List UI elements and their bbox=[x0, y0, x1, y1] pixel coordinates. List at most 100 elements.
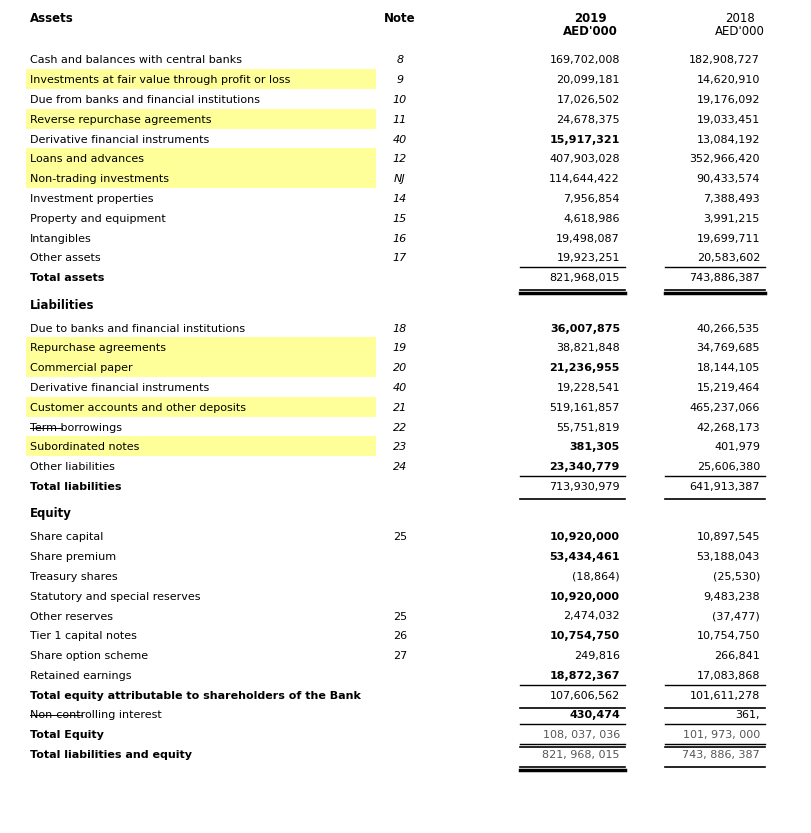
Text: Intangibles: Intangibles bbox=[30, 233, 92, 243]
Bar bbox=[26, 69, 376, 89]
Text: 9: 9 bbox=[397, 75, 404, 85]
Text: 15,917,321: 15,917,321 bbox=[550, 134, 620, 144]
Text: 17,026,502: 17,026,502 bbox=[556, 95, 620, 105]
Text: 18: 18 bbox=[393, 323, 407, 333]
Text: Share premium: Share premium bbox=[30, 552, 116, 562]
Text: Assets: Assets bbox=[30, 12, 74, 24]
Text: (25,530): (25,530) bbox=[713, 572, 760, 582]
Text: 18,872,367: 18,872,367 bbox=[550, 671, 620, 681]
Text: 10,754,750: 10,754,750 bbox=[697, 631, 760, 641]
Text: 10,754,750: 10,754,750 bbox=[550, 631, 620, 641]
Bar bbox=[26, 148, 376, 168]
Text: 38,821,848: 38,821,848 bbox=[556, 343, 620, 353]
Text: 25: 25 bbox=[393, 532, 407, 542]
Text: 108, 037, 036: 108, 037, 036 bbox=[543, 731, 620, 741]
Text: 641,913,387: 641,913,387 bbox=[689, 482, 760, 492]
Text: NJ: NJ bbox=[394, 174, 406, 184]
Text: Reverse repurchase agreements: Reverse repurchase agreements bbox=[30, 115, 212, 125]
Text: 24,678,375: 24,678,375 bbox=[556, 115, 620, 125]
Text: Derivative financial instruments: Derivative financial instruments bbox=[30, 383, 209, 393]
Text: (37,477): (37,477) bbox=[712, 611, 760, 621]
Text: 249,816: 249,816 bbox=[574, 651, 620, 661]
Text: 19,176,092: 19,176,092 bbox=[697, 95, 760, 105]
Text: 22: 22 bbox=[393, 422, 407, 432]
Text: 90,433,574: 90,433,574 bbox=[697, 174, 760, 184]
Text: 11: 11 bbox=[393, 115, 407, 125]
Text: 401,979: 401,979 bbox=[714, 442, 760, 452]
Text: 519,161,857: 519,161,857 bbox=[550, 402, 620, 412]
Text: 713,930,979: 713,930,979 bbox=[549, 482, 620, 492]
Text: 12: 12 bbox=[393, 154, 407, 164]
Text: 8: 8 bbox=[397, 55, 404, 65]
Text: Customer accounts and other deposits: Customer accounts and other deposits bbox=[30, 402, 246, 412]
Text: 266,841: 266,841 bbox=[714, 651, 760, 661]
Text: 17,083,868: 17,083,868 bbox=[697, 671, 760, 681]
Text: 19,228,541: 19,228,541 bbox=[556, 383, 620, 393]
Text: Due to banks and financial institutions: Due to banks and financial institutions bbox=[30, 323, 245, 333]
Text: 14,620,910: 14,620,910 bbox=[697, 75, 760, 85]
Text: Total liabilities and equity: Total liabilities and equity bbox=[30, 750, 192, 760]
Text: 15: 15 bbox=[393, 214, 407, 224]
Text: Non-controlling interest: Non-controlling interest bbox=[30, 711, 161, 721]
Text: Other assets: Other assets bbox=[30, 253, 101, 263]
Text: Statutory and special reserves: Statutory and special reserves bbox=[30, 591, 200, 601]
Text: 19,699,711: 19,699,711 bbox=[697, 233, 760, 243]
Text: 10,920,000: 10,920,000 bbox=[550, 591, 620, 601]
Text: 24: 24 bbox=[393, 462, 407, 472]
Text: Other liabilities: Other liabilities bbox=[30, 462, 115, 472]
Text: 101,611,278: 101,611,278 bbox=[689, 691, 760, 701]
Bar bbox=[26, 109, 376, 128]
Text: Retained earnings: Retained earnings bbox=[30, 671, 131, 681]
Text: 16: 16 bbox=[393, 233, 407, 243]
Text: Tier 1 capital notes: Tier 1 capital notes bbox=[30, 631, 137, 641]
Text: 20,099,181: 20,099,181 bbox=[556, 75, 620, 85]
Text: 21,236,955: 21,236,955 bbox=[550, 363, 620, 373]
Text: Other reserves: Other reserves bbox=[30, 611, 113, 621]
Text: 465,237,066: 465,237,066 bbox=[689, 402, 760, 412]
Text: Total equity attributable to shareholders of the Bank: Total equity attributable to shareholder… bbox=[30, 691, 361, 701]
Text: Investments at fair value through profit or loss: Investments at fair value through profit… bbox=[30, 75, 290, 85]
Text: Subordinated notes: Subordinated notes bbox=[30, 442, 139, 452]
Text: Due from banks and financial institutions: Due from banks and financial institution… bbox=[30, 95, 260, 105]
Text: 26: 26 bbox=[393, 631, 407, 641]
Text: Non-trading investments: Non-trading investments bbox=[30, 174, 169, 184]
Text: 352,966,420: 352,966,420 bbox=[689, 154, 760, 164]
Text: 743,886,387: 743,886,387 bbox=[689, 273, 760, 283]
Text: Share option scheme: Share option scheme bbox=[30, 651, 148, 661]
Text: 21: 21 bbox=[393, 402, 407, 412]
Text: 19,033,451: 19,033,451 bbox=[697, 115, 760, 125]
Text: 182,908,727: 182,908,727 bbox=[689, 55, 760, 65]
Text: 25,606,380: 25,606,380 bbox=[697, 462, 760, 472]
Text: 40,266,535: 40,266,535 bbox=[697, 323, 760, 333]
Text: 10,897,545: 10,897,545 bbox=[697, 532, 760, 542]
Text: 821,968,015: 821,968,015 bbox=[550, 273, 620, 283]
Text: 107,606,562: 107,606,562 bbox=[550, 691, 620, 701]
Text: 10,920,000: 10,920,000 bbox=[550, 532, 620, 542]
Text: Repurchase agreements: Repurchase agreements bbox=[30, 343, 166, 353]
Text: AED'000: AED'000 bbox=[563, 25, 617, 38]
Text: 19,498,087: 19,498,087 bbox=[556, 233, 620, 243]
Text: Equity: Equity bbox=[30, 507, 72, 521]
Text: AED'000: AED'000 bbox=[715, 25, 765, 38]
Text: 17: 17 bbox=[393, 253, 407, 263]
Text: 2018: 2018 bbox=[725, 12, 755, 24]
Text: 7,388,493: 7,388,493 bbox=[703, 194, 760, 204]
Text: Cash and balances with central banks: Cash and balances with central banks bbox=[30, 55, 242, 65]
Text: 53,188,043: 53,188,043 bbox=[697, 552, 760, 562]
Text: Commercial paper: Commercial paper bbox=[30, 363, 133, 373]
Text: 4,618,986: 4,618,986 bbox=[564, 214, 620, 224]
Text: Term borrowings: Term borrowings bbox=[30, 422, 122, 432]
Text: Loans and advances: Loans and advances bbox=[30, 154, 144, 164]
Text: 13,084,192: 13,084,192 bbox=[697, 134, 760, 144]
Bar bbox=[26, 337, 376, 357]
Text: 361,: 361, bbox=[736, 711, 760, 721]
Text: 14: 14 bbox=[393, 194, 407, 204]
Text: Total assets: Total assets bbox=[30, 273, 105, 283]
Text: 25: 25 bbox=[393, 611, 407, 621]
Text: Total Equity: Total Equity bbox=[30, 731, 104, 741]
Text: 40: 40 bbox=[393, 383, 407, 393]
Text: 23: 23 bbox=[393, 442, 407, 452]
Text: 381,305: 381,305 bbox=[570, 442, 620, 452]
Text: 20: 20 bbox=[393, 363, 407, 373]
Text: 34,769,685: 34,769,685 bbox=[697, 343, 760, 353]
